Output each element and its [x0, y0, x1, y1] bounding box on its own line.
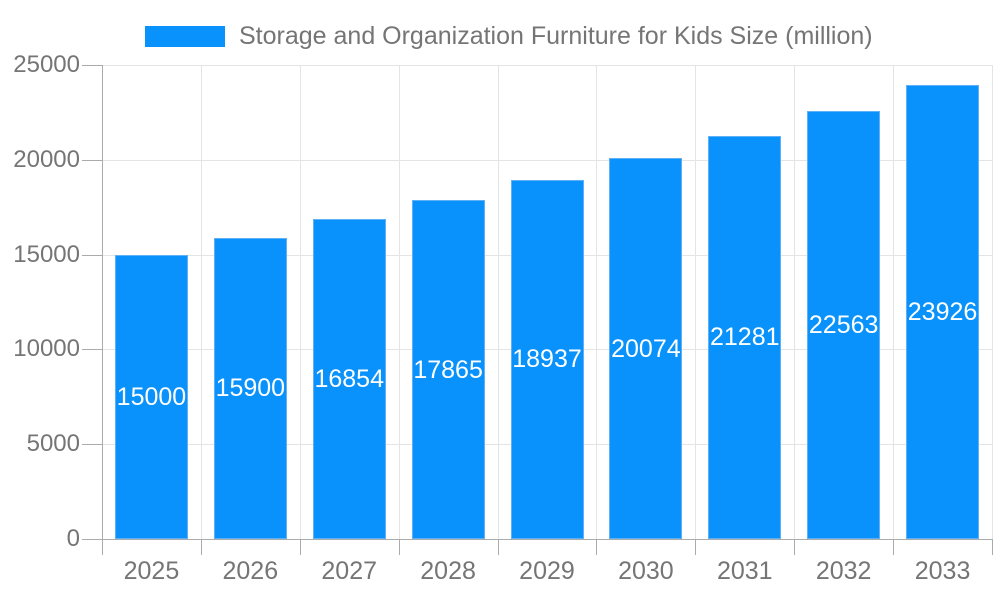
- x-axis-tick: [497, 539, 499, 555]
- gridline-horizontal: [102, 159, 992, 161]
- y-axis-label: 0: [66, 525, 80, 552]
- bar-2031[interactable]: [708, 135, 782, 539]
- y-axis-tick: [82, 65, 102, 66]
- gridline-vertical: [893, 65, 895, 539]
- x-axis-label: 2031: [716, 557, 773, 585]
- bar-value-label: 15900: [215, 374, 286, 403]
- bar-2030[interactable]: [609, 158, 683, 539]
- x-axis-tick: [992, 539, 993, 555]
- x-axis-label: 2030: [618, 557, 674, 585]
- x-axis-tick: [398, 539, 400, 555]
- gridline-horizontal: [102, 65, 992, 66]
- bar-value-label: 16854: [314, 365, 384, 394]
- y-axis-label: 5000: [26, 430, 80, 458]
- gridline-vertical: [299, 65, 301, 539]
- gridline-vertical: [497, 65, 499, 539]
- x-axis-label: 2028: [420, 557, 476, 585]
- x-axis-label: 2033: [914, 557, 971, 585]
- bar-2027[interactable]: [312, 219, 386, 539]
- bar-value-label: 23926: [907, 298, 978, 327]
- x-axis-tick: [299, 539, 301, 555]
- y-axis-tick: [82, 539, 102, 540]
- gridline-vertical: [398, 65, 400, 539]
- x-axis-tick: [893, 539, 895, 555]
- y-axis-label: 10000: [13, 335, 80, 363]
- legend-label: Storage and Organization Furniture for K…: [239, 22, 873, 50]
- x-axis-label: 2027: [321, 557, 378, 585]
- bar-2028[interactable]: [411, 200, 485, 539]
- bar-value-label: 18937: [512, 345, 582, 374]
- y-axis-tick: [82, 159, 102, 161]
- y-axis-tick: [82, 349, 102, 351]
- bar-value-label: 21281: [710, 323, 780, 352]
- x-axis-tick: [200, 539, 202, 555]
- gridline-vertical: [992, 65, 993, 539]
- y-axis-line: [102, 65, 103, 539]
- gridline-vertical: [695, 65, 697, 539]
- x-axis-label: 2026: [222, 557, 279, 585]
- bar-value-label: 20074: [611, 334, 681, 363]
- x-axis-tick: [596, 539, 598, 555]
- legend-swatch: [145, 26, 225, 47]
- bar-2033[interactable]: [906, 85, 980, 539]
- x-axis-label: 2029: [519, 557, 575, 585]
- x-axis-label: 2032: [815, 557, 872, 585]
- bar-value-label: 22563: [808, 311, 879, 340]
- bar-value-label: 17865: [413, 355, 483, 384]
- bar-2026[interactable]: [213, 237, 287, 539]
- y-axis-tick: [82, 254, 102, 256]
- gridline-vertical: [200, 65, 202, 539]
- y-axis-tick: [82, 444, 102, 446]
- chart-legend: Storage and Organization Furniture for K…: [145, 22, 873, 51]
- x-axis-tick: [794, 539, 796, 555]
- y-axis-label: 20000: [13, 145, 80, 173]
- bar-value-label: 15000: [116, 382, 187, 411]
- x-axis-tick: [102, 539, 103, 555]
- y-axis-label: 15000: [13, 240, 80, 268]
- x-axis-tick: [695, 539, 697, 555]
- y-axis-label: 25000: [13, 51, 80, 78]
- x-axis-label: 2025: [123, 557, 180, 585]
- bar-2029[interactable]: [510, 179, 584, 539]
- x-axis-line: [102, 539, 992, 540]
- bar-2032[interactable]: [807, 111, 881, 539]
- bar-2025[interactable]: [114, 254, 188, 539]
- gridline-vertical: [794, 65, 796, 539]
- gridline-vertical: [596, 65, 598, 539]
